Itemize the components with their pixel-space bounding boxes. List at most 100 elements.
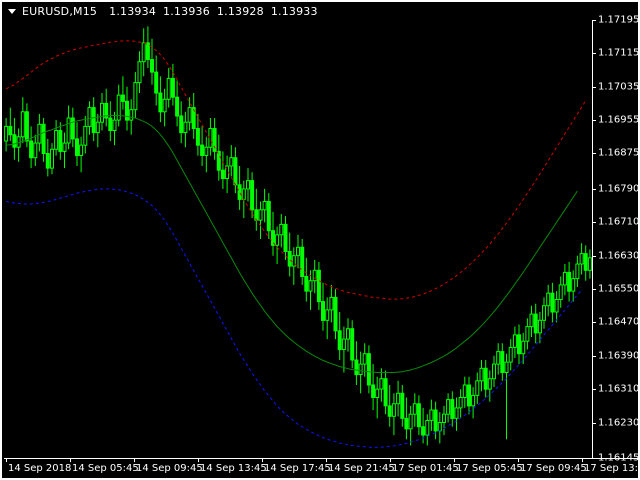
candle-body [387,405,392,417]
candle-body [554,299,559,313]
bollinger-lower-band [6,188,582,448]
candle-body [562,271,567,286]
candle-body [504,361,509,374]
candle-body [312,269,317,282]
candle-body [300,246,305,278]
candle-body [512,334,517,348]
candle-body [546,292,551,307]
candle-body [296,246,300,257]
time-tick [582,458,583,462]
time-scale[interactable]: 14 Sep 2018 14 Sep 05:45 14 Sep 09:45 14 Se… [4,458,640,480]
price-label: 1.16470 [598,316,640,328]
candle-body [304,276,309,292]
candle-body [450,399,455,419]
time-axis-line [4,458,638,459]
price-label: 1.16875 [598,147,640,159]
candle-body [250,180,255,211]
ohlc-low: 1.13928 [216,4,264,18]
candle-body [529,313,534,328]
moving-average-line [6,115,578,373]
candle-body [116,94,121,121]
candle-body [467,384,471,407]
ohlc-readout: 1.13934 1.13936 1.13928 1.13933 [109,5,318,18]
candle-body [183,121,188,134]
candle-body [404,417,409,430]
candle-body [446,399,451,415]
candle-body [579,253,584,265]
candle-body [66,117,71,144]
candle-body [29,140,34,159]
price-label: 1.16710 [598,216,640,228]
candle-body [492,363,496,380]
candle-body [308,280,313,292]
time-tick [390,458,391,462]
time-label: 14 Sep 2018 [8,463,72,474]
candle-body [412,403,417,415]
chevron-down-icon[interactable] [8,9,16,14]
chart-plot-area[interactable] [4,20,592,458]
candle-body [4,125,9,142]
candle-body [158,92,163,113]
candle-body [154,71,159,94]
candle-body [325,309,330,321]
time-tick [134,458,135,462]
candle-body [170,77,175,98]
candle-body [62,142,67,152]
candle-body [191,107,196,129]
candle-body [454,407,459,419]
candle-body [362,353,367,365]
time-label: 14 Sep 21:45 [328,463,395,474]
price-tick [592,53,596,55]
candle-body [220,169,225,179]
price-scale[interactable]: 1.17195 1.17115 1.17035 1.16955 1.16875 1.167… [592,15,640,464]
time-label: 14 Sep 13:45 [200,463,267,474]
price-label: 1.16955 [598,114,640,126]
candle-body [575,263,580,280]
symbol-timeframe-label: EURUSD,M15 [22,4,98,18]
time-tick [6,458,7,462]
candle-body [287,251,292,267]
candle-body [542,305,546,321]
time-tick [198,458,199,462]
candle-body [258,209,263,221]
candle-body [571,278,576,292]
candle-body [150,59,154,73]
candle-body [33,142,38,159]
price-tick [592,255,596,257]
candle-body [291,255,296,267]
candle-body [371,384,376,398]
candle-body [246,180,250,190]
candle-body [241,188,246,200]
candle-body [567,271,572,292]
candle-body [383,378,388,407]
candlestick-series [4,26,592,446]
candle-body [400,392,405,419]
price-label: 1.16790 [598,183,640,195]
candle-body [262,201,267,211]
candle-body [212,128,217,152]
candle-body [279,223,284,236]
candle-body [275,234,280,246]
candle-body [45,153,50,169]
candle-body [533,313,538,334]
candle-body [337,330,342,351]
candle-body [120,94,125,102]
candle-body [266,201,271,232]
candle-body [375,388,380,399]
candle-body [75,138,79,157]
candle-body [321,301,325,321]
time-tick [326,458,327,462]
candle-body [550,292,555,313]
candle-body [79,144,84,156]
time-label: 14 Sep 17:45 [264,463,331,474]
candle-body [141,42,146,63]
ohlc-open: 1.13934 [109,4,157,18]
candle-body [350,328,355,361]
candle-body [237,184,242,200]
price-label: 1.16630 [598,250,640,262]
price-tick [592,422,596,424]
price-tick [592,289,596,291]
candle-body [379,378,384,390]
candle-body [391,403,396,417]
